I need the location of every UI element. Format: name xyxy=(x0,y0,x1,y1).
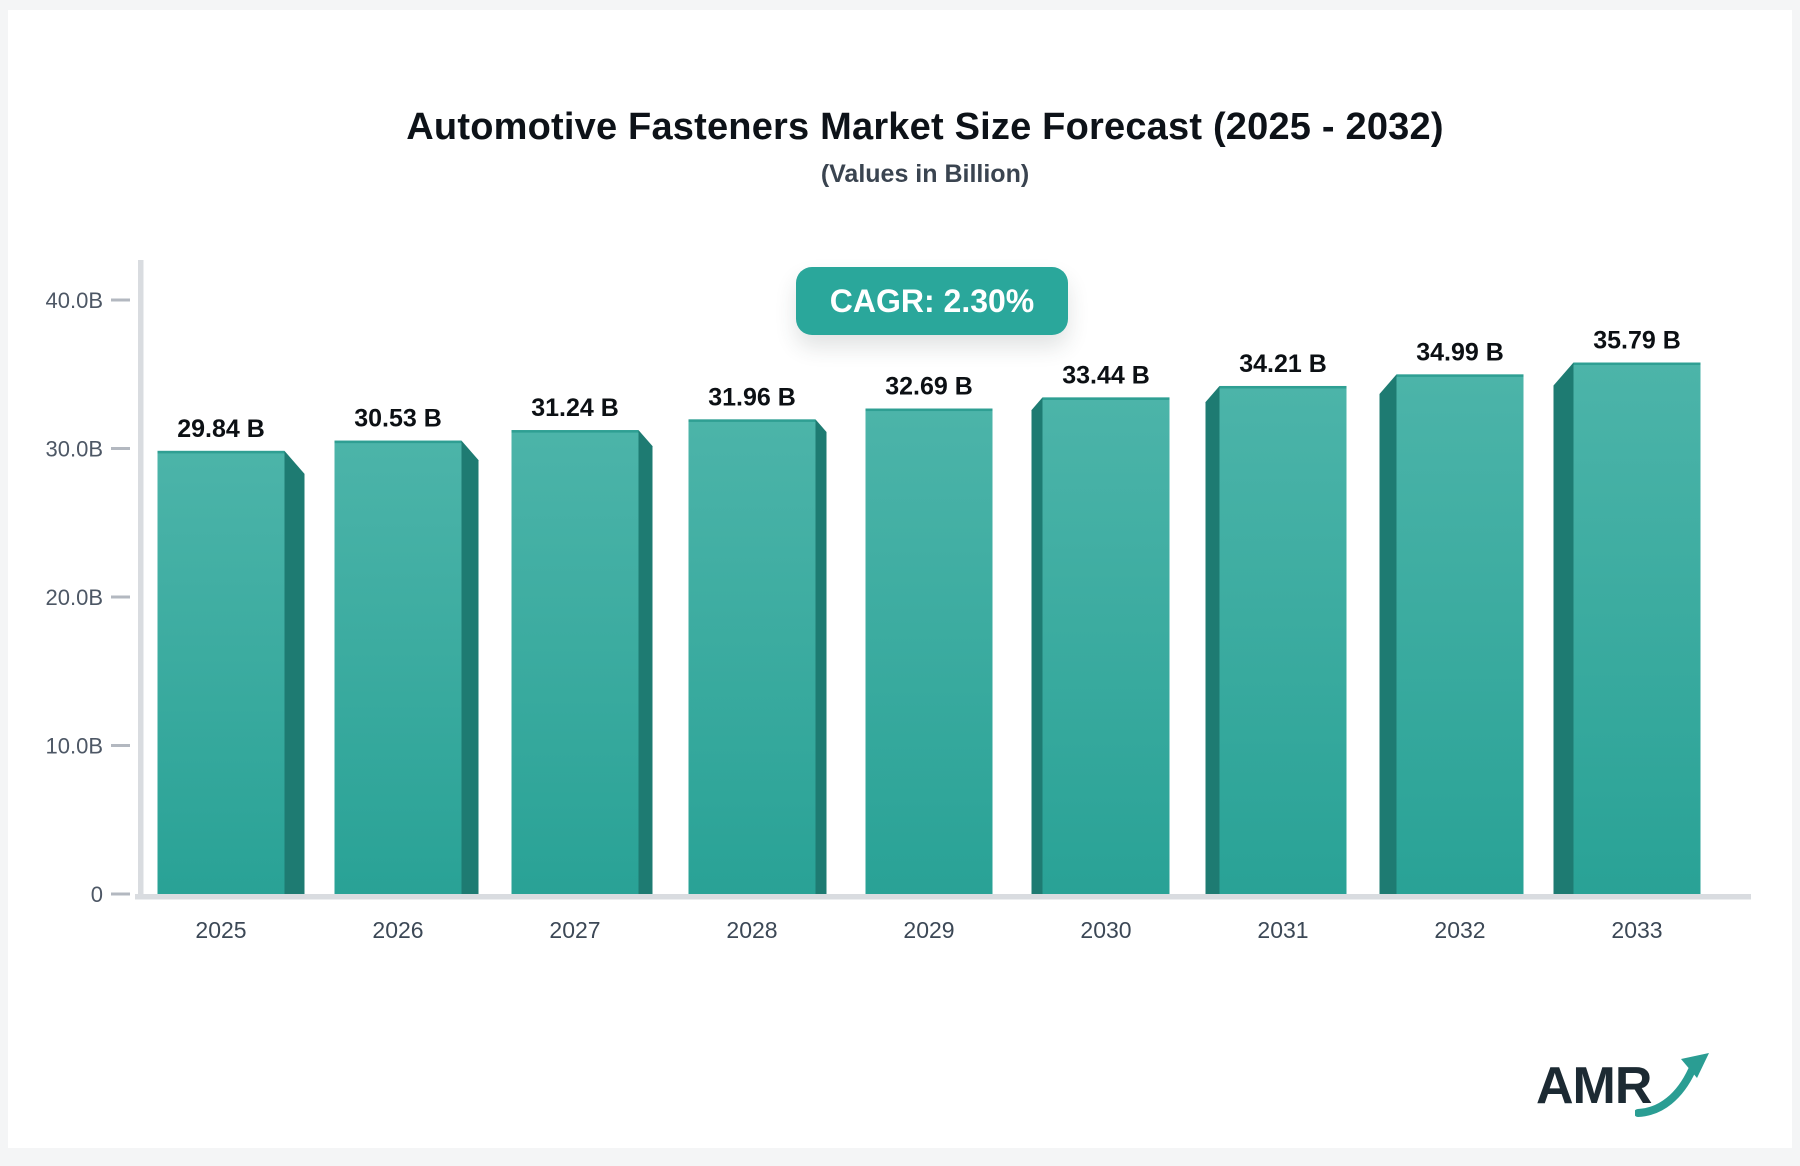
brand-logo-text: AMR xyxy=(1536,1057,1652,1115)
bar-value-label: 34.21 B xyxy=(1239,350,1327,378)
trend-up-arrow-icon xyxy=(1635,1053,1710,1117)
bar-value-label: 32.69 B xyxy=(885,373,973,401)
bar-top-edge xyxy=(334,440,462,444)
bar-top-edge xyxy=(688,419,816,422)
bar-value-label: 34.99 B xyxy=(1416,338,1504,366)
bar xyxy=(157,450,285,894)
x-tick-label: 2028 xyxy=(726,917,777,943)
bar-value-label: 31.24 B xyxy=(531,394,619,422)
y-tick-mark xyxy=(111,744,130,747)
bar xyxy=(334,440,462,894)
bar-group xyxy=(334,440,479,894)
bar-side-face xyxy=(1553,362,1574,894)
y-axis-line xyxy=(138,260,144,899)
bar-top-edge xyxy=(511,430,639,433)
y-tick-label: 20.0B xyxy=(46,585,104,610)
bar-side-face xyxy=(1379,374,1397,894)
x-tick-label: 2033 xyxy=(1611,917,1662,943)
axis-labels: 0 10.0B 20.0B 30.0B 40.0B 29.84 B 2025 30.53 B 2… xyxy=(46,288,1681,943)
bar-group xyxy=(157,450,305,894)
y-tick-label: 0 xyxy=(91,882,103,907)
chart-subtitle: (Values in Billion) xyxy=(820,160,1030,188)
bar-group xyxy=(1553,362,1701,894)
bar xyxy=(1042,397,1170,894)
bar-chart: 0 10.0B 20.0B 30.0B 40.0B 29.84 B 2025 30.53 B 2… xyxy=(46,260,1751,943)
bar xyxy=(1573,362,1701,894)
x-tick-label: 2031 xyxy=(1257,917,1308,943)
x-tick-label: 2030 xyxy=(1080,917,1131,943)
x-tick-label: 2027 xyxy=(549,917,600,943)
bar-value-label: 31.96 B xyxy=(708,383,796,411)
chart-title: Automotive Fasteners Market Size Forecas… xyxy=(406,106,1444,148)
bar xyxy=(865,408,993,894)
bar-side-face xyxy=(1205,385,1220,894)
bar-value-label: 35.79 B xyxy=(1593,327,1681,355)
bar-side-face xyxy=(1031,397,1043,894)
chart-card: Automotive Fasteners Market Size Forecas… xyxy=(8,10,1792,1148)
bar-top-edge xyxy=(1042,397,1170,400)
cagr-badge-label: CAGR: 2.30% xyxy=(829,282,1035,319)
bar xyxy=(1396,374,1524,894)
y-tick-label: 40.0B xyxy=(46,288,104,313)
x-tick-label: 2029 xyxy=(903,917,954,943)
bar-group xyxy=(865,408,993,894)
bar-top-edge xyxy=(1219,385,1347,389)
bar-series xyxy=(157,362,1701,894)
bar-value-label: 30.53 B xyxy=(354,405,442,433)
bar-value-label: 33.44 B xyxy=(1062,361,1150,389)
bar-side-face xyxy=(815,419,827,894)
bar-top-edge xyxy=(1396,374,1524,377)
bar-side-face xyxy=(461,440,479,894)
bar-group xyxy=(1031,397,1170,894)
y-tick-label: 30.0B xyxy=(46,437,104,462)
bar-side-face xyxy=(284,450,305,894)
x-tick-label: 2026 xyxy=(372,917,423,943)
y-tick-label: 10.0B xyxy=(46,734,104,759)
x-tick-label: 2032 xyxy=(1434,917,1485,943)
cagr-badge: CAGR: 2.30% xyxy=(796,267,1068,335)
bar-group xyxy=(511,430,653,894)
bar-side-face xyxy=(638,430,653,894)
bar-group xyxy=(1379,374,1524,894)
bar-top-edge xyxy=(1573,362,1701,366)
bar-value-label: 29.84 B xyxy=(177,415,265,443)
bar xyxy=(1219,385,1347,894)
bar-group xyxy=(688,419,827,894)
y-tick-mark xyxy=(111,595,130,599)
bar-top-edge xyxy=(865,408,993,412)
bar-top-edge xyxy=(157,450,285,454)
y-tick-mark xyxy=(111,447,130,450)
bar-group xyxy=(1205,385,1347,894)
y-tick-mark xyxy=(111,892,130,896)
x-axis-line xyxy=(135,894,1751,900)
bar xyxy=(688,419,816,894)
x-tick-label: 2025 xyxy=(195,917,246,943)
axes xyxy=(111,260,1751,900)
brand-logo: AMR xyxy=(1536,1052,1713,1117)
bar xyxy=(511,430,639,894)
y-tick-mark xyxy=(111,298,130,302)
